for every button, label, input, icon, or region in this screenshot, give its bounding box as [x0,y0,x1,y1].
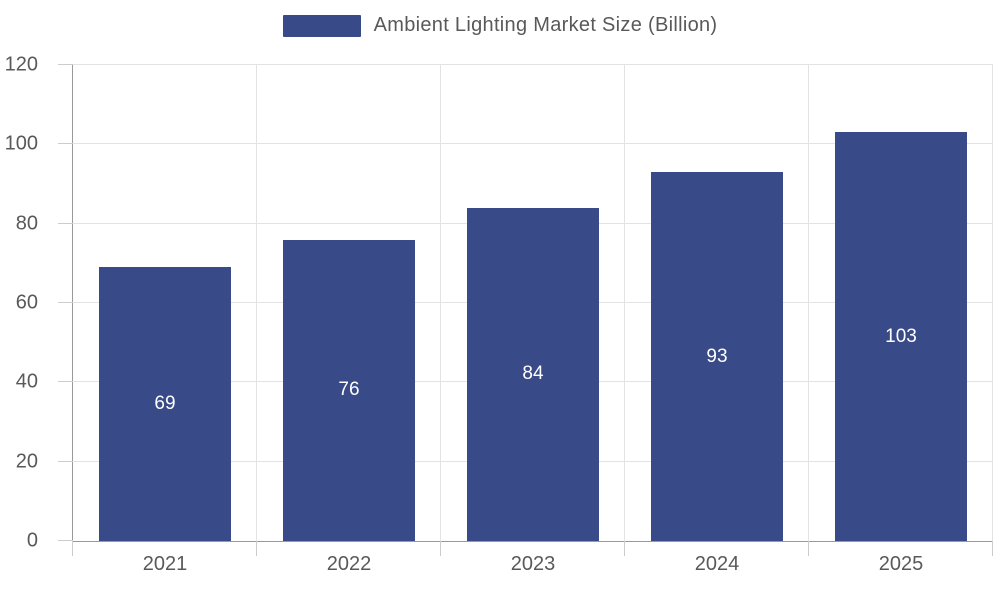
x-axis-labels: 2021 2022 2023 2024 2025 [73,541,993,581]
y-axis-tick [58,302,73,303]
y-axis-tick-label: 100 [4,132,38,155]
gridline-horizontal [73,143,993,145]
legend: Ambient Lighting Market Size (Billion) [0,14,1000,37]
bar-value-label: 84 [522,363,544,385]
bar-2023[interactable]: 84 [466,207,600,541]
y-axis-tick-label: 40 [15,370,38,393]
bar-value-label: 93 [706,345,728,367]
y-axis-tick [58,460,73,462]
y-axis-tick-label: 0 [26,529,38,552]
x-axis-tick [256,541,257,556]
x-axis-tick-label: 2024 [694,553,740,575]
y-axis-tick [58,222,73,224]
y-axis-tick-label: 120 [4,53,38,76]
x-axis-tick-label: 2022 [326,553,372,575]
x-axis-tick-label: 2023 [510,553,556,575]
x-axis-tick [440,541,441,556]
y-axis-tick-label: 80 [15,212,38,235]
bar-2022[interactable]: 76 [282,239,416,541]
gridline-vertical [256,65,257,541]
y-axis-tick [58,64,73,65]
x-axis-tick [992,541,993,556]
y-axis-tick-label: 20 [15,450,38,473]
bar-2021[interactable]: 69 [98,267,232,541]
y-axis-tick [58,381,73,383]
x-axis-line [72,541,993,542]
y-axis-line [72,65,73,541]
x-axis-tick [624,541,625,556]
gridline-vertical [624,65,625,541]
y-axis-labels: 0 20 40 60 80 100 120 [0,54,56,552]
legend-item[interactable]: Ambient Lighting Market Size (Billion) [282,14,718,37]
legend-swatch [282,14,361,37]
y-axis-tick-label: 60 [15,291,38,314]
x-axis-tick [72,541,73,556]
bar-2025[interactable]: 103 [834,132,968,541]
bar-value-label: 69 [154,393,176,415]
plot-area: 69 76 84 93 103 [58,64,993,556]
gridline-vertical [440,65,441,541]
bar-value-label: 103 [885,325,917,347]
gridline-vertical [808,65,809,541]
x-axis-tick-label: 2025 [878,553,924,575]
gridline-horizontal [73,64,993,65]
bar-value-label: 76 [338,379,360,401]
gridline-vertical [992,65,993,541]
bar-2024[interactable]: 93 [650,172,784,541]
x-axis-tick [808,541,809,556]
legend-label: Ambient Lighting Market Size (Billion) [373,14,718,36]
y-axis-tick [58,540,73,541]
x-axis-tick-label: 2021 [142,553,188,575]
y-axis-tick [58,143,73,145]
